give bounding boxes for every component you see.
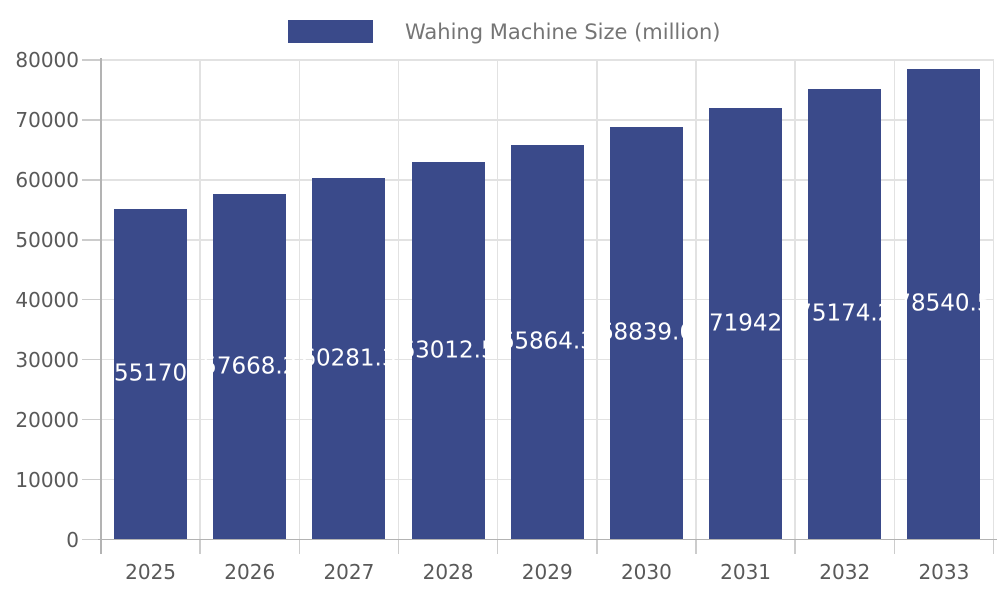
gridline-v — [496, 60, 499, 540]
y-tick-mark — [82, 119, 101, 121]
y-tick-label: 80000 — [15, 48, 79, 72]
bar-value-label: 65864.3 — [499, 328, 595, 355]
bar — [510, 144, 584, 540]
gridline-v — [596, 60, 598, 540]
x-tick-mark — [199, 539, 201, 554]
x-tick-mark — [397, 539, 400, 554]
gridline-v — [199, 60, 201, 540]
y-tick-mark — [82, 538, 101, 541]
y-tick-mark — [82, 239, 101, 241]
y-tick-label: 40000 — [15, 287, 79, 312]
bar — [411, 161, 485, 540]
gridline-h — [101, 59, 994, 61]
x-tick-mark — [992, 539, 995, 554]
y-tick-mark — [82, 478, 101, 481]
gridline-v — [992, 60, 995, 540]
y-tick-mark — [82, 179, 101, 181]
gridline-v — [695, 60, 697, 540]
y-tick-mark — [82, 299, 101, 301]
x-tick-label: 2033 — [918, 560, 970, 584]
bar-value-label: 55170 — [113, 360, 188, 387]
bar — [609, 126, 683, 540]
bar-value-label: 68839.6 — [598, 319, 694, 346]
x-tick-label: 2028 — [422, 560, 474, 584]
y-tick-label: 20000 — [15, 407, 79, 432]
y-tick-label: 70000 — [15, 107, 79, 132]
x-tick-label: 2027 — [323, 560, 375, 584]
bar-value-label: 57668.2 — [202, 353, 298, 380]
y-axis-line — [100, 58, 102, 554]
y-tick-label: 60000 — [15, 167, 79, 192]
y-tick-label: 10000 — [15, 467, 79, 492]
bar — [808, 88, 882, 540]
y-tick-label: 30000 — [15, 347, 79, 372]
x-tick-mark — [298, 539, 301, 554]
x-axis-line — [98, 538, 997, 541]
gridline-v — [397, 60, 400, 540]
bar-value-label: 78540.5 — [896, 290, 992, 317]
bar-value-label: 75174.2 — [797, 300, 893, 327]
gridline-h — [101, 119, 994, 121]
legend-swatch — [288, 20, 373, 43]
gridline-v — [298, 60, 301, 540]
gridline-v — [794, 60, 796, 540]
x-tick-mark — [794, 539, 796, 554]
bar — [312, 178, 386, 540]
x-tick-label: 2032 — [819, 560, 871, 584]
bar — [709, 108, 783, 540]
y-tick-mark — [82, 59, 101, 61]
y-tick-label: 0 — [66, 527, 79, 552]
legend-label: Wahing Machine Size (million) — [405, 19, 721, 44]
x-tick-mark — [695, 539, 697, 554]
y-tick-label: 50000 — [15, 227, 79, 252]
x-tick-label: 2030 — [620, 560, 672, 584]
legend: Wahing Machine Size (million) — [288, 19, 721, 44]
bar — [213, 193, 287, 540]
bar-value-label: 71942 — [708, 310, 783, 337]
bar — [907, 68, 981, 540]
y-tick-mark — [82, 418, 101, 421]
x-tick-label: 2031 — [720, 560, 772, 584]
x-tick-mark — [596, 539, 598, 554]
gridline-v — [893, 60, 896, 540]
x-tick-label: 2025 — [125, 560, 177, 584]
bar-value-label: 63012.5 — [400, 337, 496, 364]
y-tick-mark — [82, 358, 101, 361]
x-tick-mark — [893, 539, 896, 554]
bar-value-label: 60281.3 — [301, 345, 397, 372]
x-tick-label: 2029 — [521, 560, 573, 584]
bar — [114, 208, 188, 540]
x-tick-label: 2026 — [224, 560, 276, 584]
x-tick-mark — [496, 539, 499, 554]
